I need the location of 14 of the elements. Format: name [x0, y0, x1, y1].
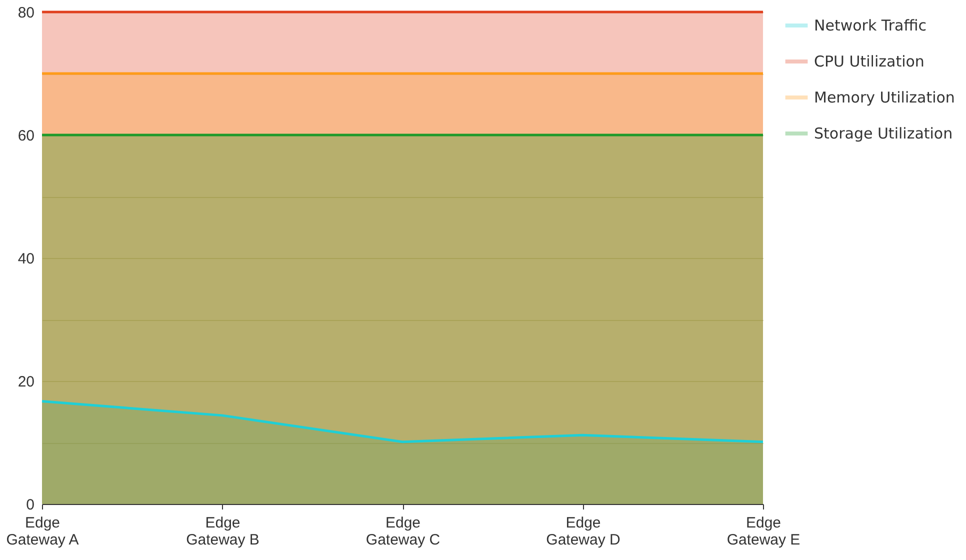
y-tick-label: 60: [18, 128, 34, 144]
legend-label: Storage Utilization: [814, 124, 953, 142]
x-tick-label: Edge Gateway A: [6, 514, 79, 548]
y-tick-label: 0: [26, 496, 34, 514]
x-tick-label: Edge Gateway D: [546, 514, 621, 548]
legend-label: Memory Utilization: [814, 88, 955, 106]
legend-label: CPU Utilization: [814, 52, 924, 70]
legend-label: Network Traffic: [814, 16, 926, 34]
y-tick-label: 20: [18, 374, 34, 390]
y-tick-label: 40: [18, 250, 34, 268]
y-tick-label: 80: [18, 4, 34, 22]
x-tick-label: Edge Gateway E: [726, 514, 800, 548]
x-tick-label: Edge Gateway B: [186, 514, 260, 548]
x-tick-label: Edge Gateway C: [366, 514, 440, 548]
